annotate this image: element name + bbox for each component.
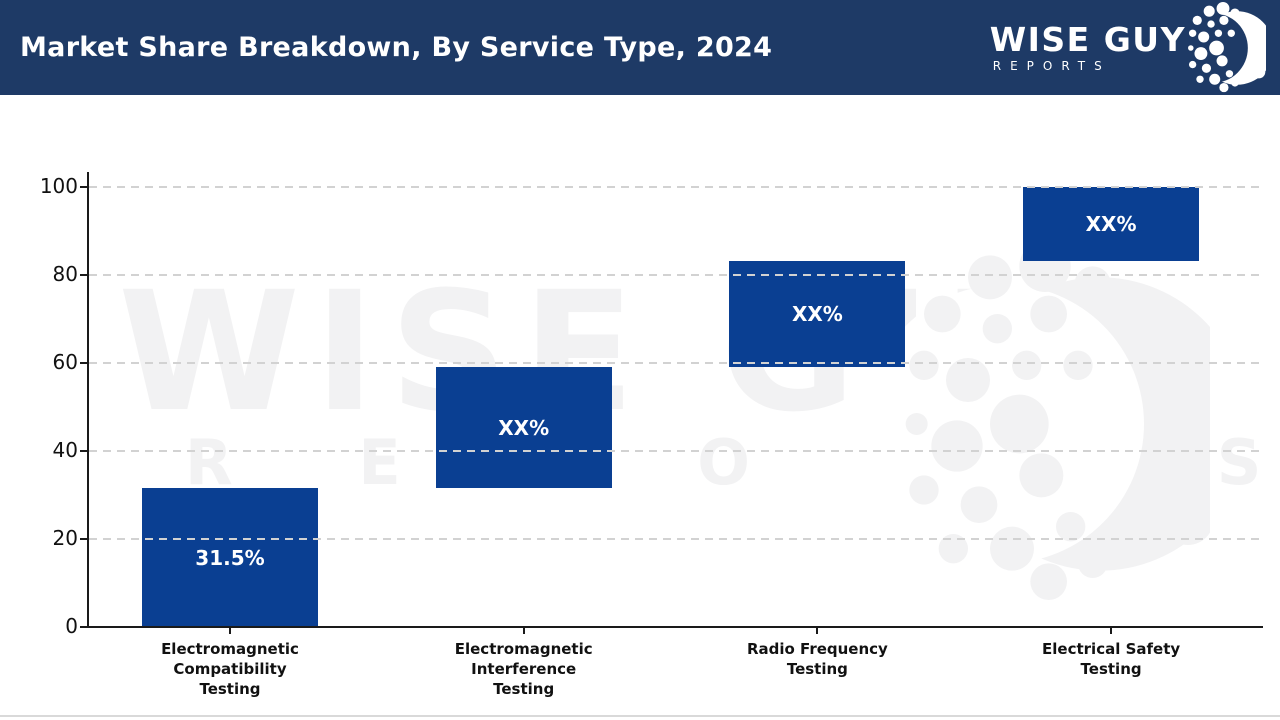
x-axis-label-line: Electromagnetic xyxy=(454,640,593,658)
y-tick-mark xyxy=(80,449,88,452)
bar-segment: 31.5% xyxy=(142,488,318,627)
y-tick-mark xyxy=(80,361,88,364)
logo-subtitle: REPORTS xyxy=(992,58,1111,73)
gridline xyxy=(89,537,1262,540)
wiseguy-head-icon xyxy=(1180,1,1266,92)
y-tick-mark xyxy=(80,626,88,628)
gridline xyxy=(89,449,1262,452)
x-axis-label-line: Radio Frequency xyxy=(746,640,888,658)
x-axis-label-line: Electrical Safety xyxy=(1042,640,1181,658)
x-axis-label: Electrical Safety Testing xyxy=(971,639,1251,679)
gridline xyxy=(89,185,1262,188)
x-tick-mark xyxy=(816,627,819,634)
gridline xyxy=(89,273,1262,276)
y-tick-label: 100 xyxy=(39,173,78,198)
bar-segment: XX% xyxy=(729,261,906,368)
gridline xyxy=(89,361,1262,364)
x-axis-label: Electromagnetic Compatibility Testing xyxy=(90,639,370,699)
y-tick-mark xyxy=(80,185,88,188)
x-axis-label-line: Testing xyxy=(786,660,848,678)
x-axis-label-line: Testing xyxy=(199,680,261,698)
y-tick-label: 60 xyxy=(52,349,78,374)
wiseguy-logo: WISE GUY REPORTS xyxy=(989,1,1266,94)
x-axis-label-line: Compatibility xyxy=(173,660,287,678)
y-tick-mark xyxy=(80,273,88,276)
x-axis-label-line: Electromagnetic xyxy=(161,640,299,658)
logo-wordmark: WISE GUY xyxy=(989,19,1186,59)
bar-value-label: XX% xyxy=(791,302,843,327)
page-title: Market Share Breakdown, By Service Type,… xyxy=(20,32,773,63)
x-axis-label: Radio Frequency Testing xyxy=(677,639,957,679)
x-axis-label-line: Testing xyxy=(1080,660,1142,678)
x-tick-mark xyxy=(1110,627,1113,634)
watermark-head-icon xyxy=(880,240,1210,600)
x-axis-line xyxy=(87,626,1263,628)
y-tick-label: 0 xyxy=(65,614,78,638)
y-tick-mark xyxy=(80,537,88,540)
x-axis-label-line: Testing xyxy=(493,680,555,698)
header-bar: Market Share Breakdown, By Service Type,… xyxy=(0,0,1280,95)
y-tick-label: 20 xyxy=(52,525,78,550)
bar-value-label: XX% xyxy=(1085,211,1137,236)
y-axis-line xyxy=(87,172,89,628)
bar-value-label: 31.5% xyxy=(195,545,265,570)
y-tick-label: 80 xyxy=(52,261,78,286)
bar-segment: XX% xyxy=(435,367,612,489)
bar-value-label: XX% xyxy=(498,415,550,440)
x-axis-label-line: Interference xyxy=(471,660,577,678)
x-axis-label: Electromagnetic Interference Testing xyxy=(384,639,664,699)
x-tick-mark xyxy=(522,627,525,634)
x-tick-mark xyxy=(229,627,231,634)
y-tick-label: 40 xyxy=(52,437,78,462)
bar-segment: XX% xyxy=(1023,186,1200,262)
bottom-border xyxy=(0,715,1280,717)
